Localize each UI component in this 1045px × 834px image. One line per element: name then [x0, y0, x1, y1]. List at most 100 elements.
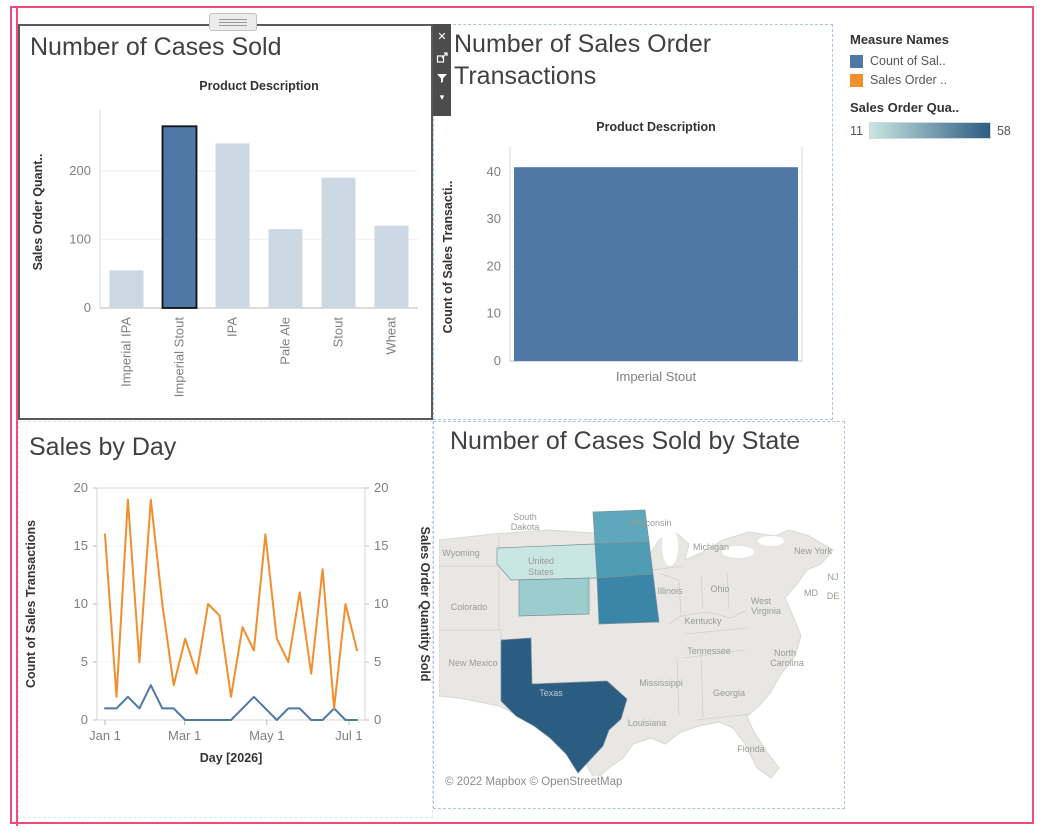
svg-text:May 1: May 1: [249, 728, 284, 743]
svg-text:Jan 1: Jan 1: [89, 728, 121, 743]
svg-text:MD: MD: [804, 588, 818, 598]
bar-wheat[interactable]: [374, 225, 409, 308]
bar-ipa[interactable]: [215, 143, 250, 308]
svg-text:Mississippi: Mississippi: [639, 678, 683, 688]
map-container[interactable]: Wyoming South Dakota Wisconsin Michigan New Y…: [438, 506, 839, 790]
svg-text:15: 15: [374, 538, 388, 553]
svg-text:States: States: [528, 567, 554, 577]
svg-text:20: 20: [374, 480, 388, 495]
svg-text:20: 20: [74, 480, 88, 495]
line-count-of-sales-transactions[interactable]: [104, 684, 358, 721]
panel-cases-by-state[interactable]: Number of Cases Sold by State Wyoming Sou…: [433, 421, 845, 809]
legend-item-label: Count of Sal..: [870, 54, 946, 68]
legend-item-quantity[interactable]: Sales Order ..: [850, 73, 1038, 87]
state-missouri[interactable]: [596, 573, 660, 625]
svg-text:Imperial Stout: Imperial Stout: [172, 317, 187, 398]
state-kansas[interactable]: [518, 577, 590, 617]
state-texas[interactable]: [500, 637, 628, 774]
legend-panel: Measure Names Count of Sal.. Sales Order…: [850, 32, 1038, 139]
svg-text:South: South: [513, 512, 537, 522]
svg-text:Wheat: Wheat: [384, 317, 399, 355]
svg-text:20: 20: [487, 258, 501, 273]
svg-text:Sales Order Quant..: Sales Order Quant..: [31, 154, 45, 271]
svg-text:Florida: Florida: [737, 744, 765, 754]
svg-text:0: 0: [84, 300, 91, 315]
line-chart-sales-by-day[interactable]: 0 0 5 5 10 10 15 15 20 20 Jan 1 Mar 1 May 1 Jul 1 Day …: [21, 472, 431, 807]
svg-text:United: United: [528, 556, 554, 566]
svg-text:15: 15: [74, 538, 88, 553]
bar-chart-cases-sold[interactable]: 0 100 200 Product Description Sales Order Qu…: [24, 70, 428, 418]
svg-text:Kentucky: Kentucky: [684, 616, 722, 626]
svg-text:5: 5: [81, 654, 88, 669]
panel-sales-transactions[interactable]: Number of Sales Order Transactions 0 10 20…: [433, 24, 833, 420]
zone-hover-toolbar: ✕ ▾: [433, 24, 451, 116]
svg-text:Sales Order Quantity Sold: Sales Order Quantity Sold: [418, 527, 431, 682]
svg-text:Wyoming: Wyoming: [442, 548, 479, 558]
count-swatch: [850, 54, 863, 68]
gradient-max-label: 58: [996, 123, 1011, 138]
filter-icon[interactable]: [434, 68, 451, 89]
close-icon[interactable]: ✕: [437, 31, 447, 43]
svg-text:Colorado: Colorado: [451, 602, 488, 612]
svg-text:West: West: [751, 596, 772, 606]
svg-text:North: North: [774, 648, 796, 658]
legend-item-count[interactable]: Count of Sal..: [850, 54, 1038, 68]
svg-text:Product Description: Product Description: [596, 120, 715, 134]
panel-cases-sold[interactable]: Number of Cases Sold 0 100 200 Product Desc…: [18, 24, 433, 420]
svg-text:Tennessee: Tennessee: [687, 646, 731, 656]
bar-pale-ale[interactable]: [268, 229, 303, 308]
chart-title-cases-sold: Number of Cases Sold: [30, 33, 282, 61]
svg-text:Count of Sales Transacti..: Count of Sales Transacti..: [441, 181, 455, 334]
color-gradient-legend[interactable]: 11 58: [850, 122, 1038, 139]
svg-text:0: 0: [494, 353, 501, 368]
svg-text:New Mexico: New Mexico: [448, 658, 497, 668]
bar-imperial-ipa[interactable]: [109, 270, 144, 308]
svg-text:10: 10: [374, 596, 388, 611]
svg-text:30: 30: [487, 211, 501, 226]
line-sales-order-quantity-sold[interactable]: [104, 498, 358, 710]
svg-text:10: 10: [74, 596, 88, 611]
svg-text:NJ: NJ: [828, 572, 839, 582]
svg-text:200: 200: [69, 163, 91, 178]
svg-text:Imperial Stout: Imperial Stout: [616, 369, 697, 384]
measure-names-title: Measure Names: [850, 32, 949, 47]
chart-title-cases-by-state: Number of Cases Sold by State: [450, 427, 801, 455]
gradient-bar[interactable]: [868, 122, 991, 139]
svg-text:Ohio: Ohio: [710, 584, 729, 594]
bar-stout[interactable]: [321, 177, 356, 308]
svg-text:Michigan: Michigan: [693, 542, 729, 552]
svg-text:Day [2026]: Day [2026]: [200, 751, 263, 765]
svg-text:New York: New York: [794, 546, 833, 556]
more-options-icon[interactable]: ▾: [439, 91, 445, 102]
svg-text:DE: DE: [827, 591, 839, 601]
map-attribution[interactable]: © 2022 Mapbox © OpenStreetMap: [441, 776, 627, 788]
svg-text:100: 100: [69, 231, 91, 246]
svg-text:Imperial IPA: Imperial IPA: [119, 317, 134, 387]
chart-title-sales-transactions: Number of Sales Order Transactions: [454, 30, 712, 90]
chart-title-sales-by-day: Sales by Day: [29, 433, 177, 461]
svg-text:40: 40: [487, 164, 501, 179]
quantity-swatch: [850, 73, 863, 87]
svg-text:Stout: Stout: [331, 317, 346, 348]
state-iowa[interactable]: [594, 541, 654, 579]
svg-text:Dakota: Dakota: [511, 522, 540, 532]
gradient-min-label: 11: [850, 123, 863, 138]
svg-text:Georgia: Georgia: [713, 688, 745, 698]
svg-text:IPA: IPA: [225, 317, 240, 337]
svg-text:Pale Ale: Pale Ale: [278, 317, 293, 365]
svg-text:Jul 1: Jul 1: [335, 728, 362, 743]
svg-text:Carolina: Carolina: [770, 658, 804, 668]
svg-text:10: 10: [487, 306, 501, 321]
bar-imperial-stout[interactable]: [514, 167, 798, 361]
panel-sales-by-day[interactable]: Sales by Day 0 0 5 5 10 10 15 15 20 20 Jan 1 Mar 1 M…: [18, 421, 433, 818]
svg-text:Illinois: Illinois: [657, 586, 683, 596]
svg-text:0: 0: [81, 712, 88, 727]
svg-text:Virginia: Virginia: [751, 606, 781, 616]
svg-text:Mar 1: Mar 1: [168, 728, 201, 743]
go-to-sheet-icon[interactable]: [434, 47, 451, 68]
bar-imperial-stout[interactable]: [161, 125, 198, 309]
bar-chart-sales-transactions[interactable]: 0 10 20 30 40 Product Description Count of Sal…: [436, 115, 832, 415]
zone-drag-handle[interactable]: [209, 13, 257, 31]
svg-text:Texas: Texas: [539, 688, 563, 698]
